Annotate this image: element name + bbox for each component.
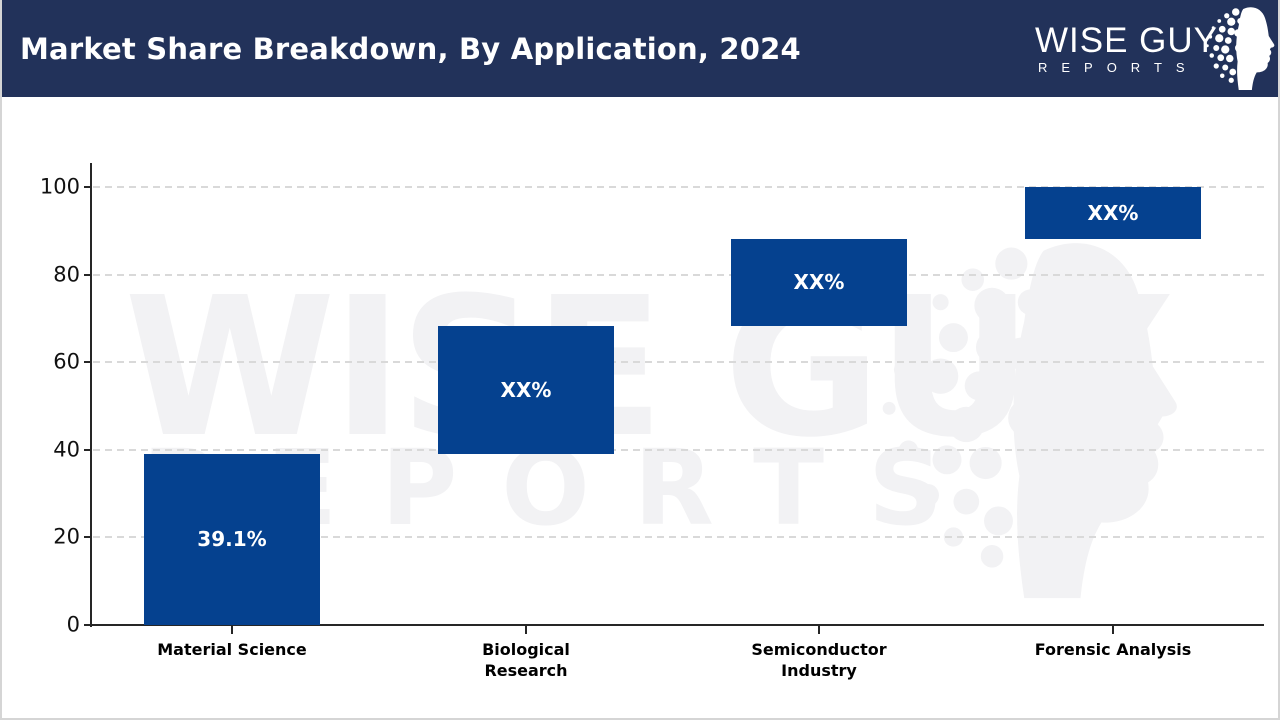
x-category-label-0: Material Science xyxy=(157,640,307,659)
chart-area: WISE GUY REPORTS 0 20 40 60 80 100 39.1% XX% XX%… xyxy=(2,97,1278,718)
gridline-80 xyxy=(93,273,1264,276)
logo-wordmark: WISE GUY xyxy=(1034,21,1218,60)
x-category-label-2: Semiconductor Industry xyxy=(751,640,887,680)
gridline-20 xyxy=(93,536,1264,539)
y-tickmark-40 xyxy=(84,448,91,451)
bar-value-label: 39.1% xyxy=(197,527,267,552)
y-tickmark-20 xyxy=(84,536,91,539)
x-tickmark-2 xyxy=(818,626,820,634)
y-tickmark-80 xyxy=(84,273,91,276)
x-category-label-1: Biological Research xyxy=(482,640,570,680)
bar-material-science: 39.1% xyxy=(144,453,320,625)
y-tick-label-20: 20 xyxy=(53,524,80,549)
y-tick-label-100: 100 xyxy=(39,174,80,199)
y-tickmark-100 xyxy=(84,186,91,188)
x-category-label-3: Forensic Analysis xyxy=(1034,640,1192,659)
y-tickmark-60 xyxy=(84,361,91,364)
logo-wordmark-block: WISE GUY REPORTS xyxy=(1035,23,1218,74)
bar-semiconductor-industry: XX% xyxy=(731,238,907,326)
gridline-100 xyxy=(93,186,1264,188)
bar-value-label: XX% xyxy=(500,377,552,402)
wiseguy-logo: WISE GUY REPORTS xyxy=(1035,5,1276,93)
bar-forensic-analysis: XX% xyxy=(1025,187,1201,239)
bar-value-label: XX% xyxy=(793,270,845,295)
gridline-40 xyxy=(93,448,1264,451)
header-bar: Market Share Breakdown, By Application, … xyxy=(2,0,1278,97)
bar-value-label: XX% xyxy=(1087,200,1139,225)
page-title: Market Share Breakdown, By Application, … xyxy=(20,31,801,66)
y-tick-label-80: 80 xyxy=(53,262,80,287)
bar-biological-research: XX% xyxy=(438,325,614,454)
x-axis-spine xyxy=(86,624,1264,626)
y-tick-label-0: 0 xyxy=(66,612,80,637)
y-tick-label-40: 40 xyxy=(53,437,80,462)
x-tickmark-1 xyxy=(525,626,527,634)
y-tick-label-60: 60 xyxy=(53,349,80,374)
logo-subtitle: REPORTS xyxy=(1037,60,1199,75)
x-tickmark-0 xyxy=(231,626,233,634)
x-tickmark-3 xyxy=(1112,626,1114,634)
y-axis-spine xyxy=(90,163,92,627)
gridline-60 xyxy=(93,361,1264,364)
